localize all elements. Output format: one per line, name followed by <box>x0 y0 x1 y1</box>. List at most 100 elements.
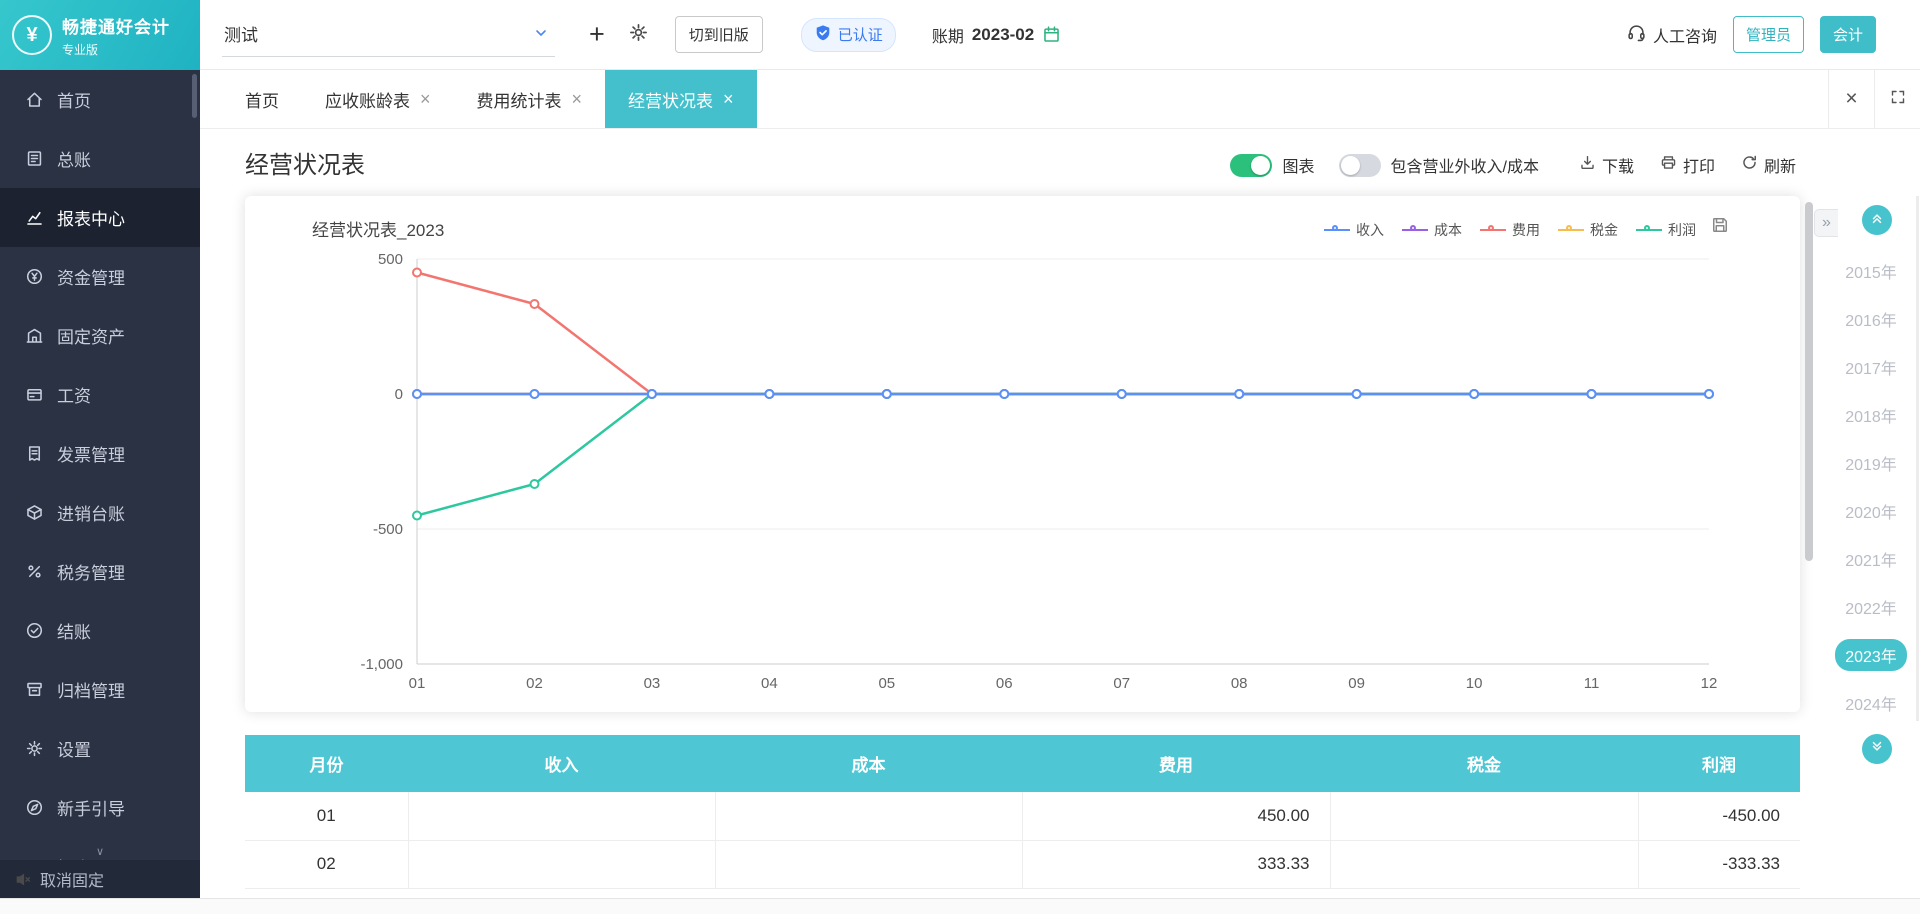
sidebar-scrollbar[interactable] <box>192 74 197 118</box>
legend-label: 费用 <box>1512 222 1540 238</box>
chart-toggle[interactable] <box>1230 153 1273 177</box>
legend-marker <box>1480 225 1506 231</box>
download-button[interactable]: 下载 <box>1579 153 1634 177</box>
save-chart-button[interactable] <box>1710 215 1730 240</box>
sidebar-item-asset[interactable]: 固定资产 <box>0 306 200 365</box>
sidebar-item-fund[interactable]: 资金管理 <box>0 247 200 306</box>
settings-button[interactable] <box>628 22 649 48</box>
table-header-row: 月份 收入 成本 费用 税金 利润 <box>245 735 1800 792</box>
svg-text:07: 07 <box>1113 675 1130 692</box>
sidebar-item-label: 报表中心 <box>57 210 125 229</box>
period-value[interactable]: 2023-02 <box>971 24 1035 44</box>
admin-button[interactable]: 管理员 <box>1732 16 1804 53</box>
switch-old-version-button[interactable]: 切到旧版 <box>674 16 763 53</box>
menu-scroll-more-icon[interactable]: ∨ <box>95 846 105 858</box>
close-icon: × <box>1845 87 1858 110</box>
sidebar-item-inventory[interactable]: 进销台账 <box>0 483 200 542</box>
report-icon <box>25 208 44 227</box>
year-option[interactable]: 2020年 <box>1845 505 1897 522</box>
sidebar-item-tax[interactable]: 税务管理 <box>0 542 200 601</box>
horizontal-scrollbar[interactable] <box>0 898 1920 914</box>
sidebar-item-ledger[interactable]: 总账 <box>0 129 200 188</box>
print-label: 打印 <box>1682 159 1715 176</box>
double-chevron-down-icon <box>1869 739 1885 760</box>
double-chevron-right-icon: » <box>1822 214 1831 231</box>
consult-button[interactable]: 人工咨询 <box>1627 23 1717 47</box>
tab-1[interactable]: 首页 <box>222 70 302 128</box>
year-scroll-up-button[interactable] <box>1862 205 1892 235</box>
settings-icon <box>25 739 44 758</box>
sidebar-item-closing[interactable]: 结账 <box>0 601 200 660</box>
legend-label: 收入 <box>1356 222 1384 238</box>
sidebar-item-member[interactable]: 好会员 <box>0 837 200 860</box>
download-icon <box>1579 154 1596 176</box>
year-option[interactable]: 2015年 <box>1845 265 1897 282</box>
sidebar-item-settings[interactable]: 设置 <box>0 719 200 778</box>
table-cell <box>1329 840 1638 889</box>
legend-item[interactable]: 利润 <box>1636 220 1696 240</box>
sidebar-item-label: 税务管理 <box>57 564 125 583</box>
vertical-scrollbar[interactable] <box>1805 202 1813 561</box>
tab-label: 首页 <box>245 91 279 111</box>
year-option[interactable]: 2022年 <box>1845 601 1897 618</box>
report-table: 月份 收入 成本 费用 税金 利润 01 450.00 -450.00 02 333.33 -333… <box>245 735 1800 889</box>
legend-item[interactable]: 收入 <box>1324 220 1384 240</box>
table-header-cell: 税金 <box>1330 735 1638 792</box>
legend-item[interactable]: 费用 <box>1480 220 1540 240</box>
include-nonoperating-toggle[interactable] <box>1338 153 1381 177</box>
report-toolbar: 图表 包含营业外收入/成本 下载 打印 刷新 <box>1230 153 1796 177</box>
table-header-cell: 收入 <box>408 735 715 792</box>
table-cell <box>407 792 715 841</box>
ledger-icon <box>25 149 44 168</box>
unpin-sidebar-button[interactable]: 取消固定 <box>0 860 200 898</box>
add-button[interactable]: + <box>589 21 605 48</box>
headset-icon <box>1627 23 1646 47</box>
company-selector[interactable]: 测试 <box>222 13 555 57</box>
year-scroll-down-button[interactable] <box>1862 734 1892 764</box>
line-chart: 500 0 -500 -1,000 01 02 03 04 05 06 07 08 09 10 11 12 <box>360 251 1717 692</box>
svg-text:06: 06 <box>996 675 1013 692</box>
sidebar-item-invoice[interactable]: 发票管理 <box>0 424 200 483</box>
print-button[interactable]: 打印 <box>1660 153 1715 177</box>
app-logo: ¥ 畅捷通好会计 专业版 <box>0 0 200 70</box>
unpin-label: 取消固定 <box>40 873 105 890</box>
legend-item[interactable]: 成本 <box>1402 220 1462 240</box>
certified-badge[interactable]: 已认证 <box>800 17 896 52</box>
year-option[interactable]: 2019年 <box>1845 457 1897 474</box>
table-cell <box>714 840 1022 889</box>
year-option[interactable]: 2021年 <box>1845 553 1897 570</box>
sidebar-item-label: 设置 <box>57 741 91 760</box>
year-option[interactable]: 2016年 <box>1845 313 1897 330</box>
period-label: 账期 <box>931 28 964 46</box>
year-option[interactable]: 2023年 <box>1828 631 1914 679</box>
save-icon <box>1710 218 1730 239</box>
sidebar-item-home[interactable]: 首页 <box>0 70 200 129</box>
close-all-tabs-button[interactable]: × <box>1828 70 1874 128</box>
page-title: 经营状况表 <box>245 152 365 179</box>
sidebar-item-archive[interactable]: 归档管理 <box>0 660 200 719</box>
consult-label: 人工咨询 <box>1652 28 1717 46</box>
role-button[interactable]: 会计 <box>1819 16 1876 53</box>
year-option[interactable]: 2024年 <box>1845 697 1897 714</box>
calendar-icon[interactable] <box>1042 25 1061 44</box>
sidebar-item-guide[interactable]: 新手引导 <box>0 778 200 837</box>
download-label: 下载 <box>1601 159 1634 176</box>
table-cell: -333.33 <box>1637 840 1800 889</box>
table-header-cell: 费用 <box>1022 735 1330 792</box>
tab-4[interactable]: 经营状况表 × <box>605 70 757 128</box>
tab-close-icon[interactable]: × <box>420 89 431 109</box>
year-option[interactable]: 2018年 <box>1845 409 1897 426</box>
refresh-button[interactable]: 刷新 <box>1741 153 1796 177</box>
tab-close-icon[interactable]: × <box>723 89 734 109</box>
tab-2[interactable]: 应收账龄表 × <box>302 70 454 128</box>
legend-item[interactable]: 税金 <box>1558 220 1618 240</box>
tab-3[interactable]: 费用统计表 × <box>454 70 606 128</box>
fullscreen-button[interactable] <box>1874 70 1920 128</box>
tab-close-icon[interactable]: × <box>571 89 583 109</box>
sidebar-item-salary[interactable]: 工资 <box>0 365 200 424</box>
sidebar-item-report[interactable]: 报表中心 <box>0 188 200 247</box>
gear-icon <box>628 22 649 48</box>
year-option[interactable]: 2017年 <box>1845 361 1897 378</box>
year-panel-collapse-handle[interactable]: » <box>1814 209 1838 237</box>
table-header-cell: 利润 <box>1638 735 1800 792</box>
